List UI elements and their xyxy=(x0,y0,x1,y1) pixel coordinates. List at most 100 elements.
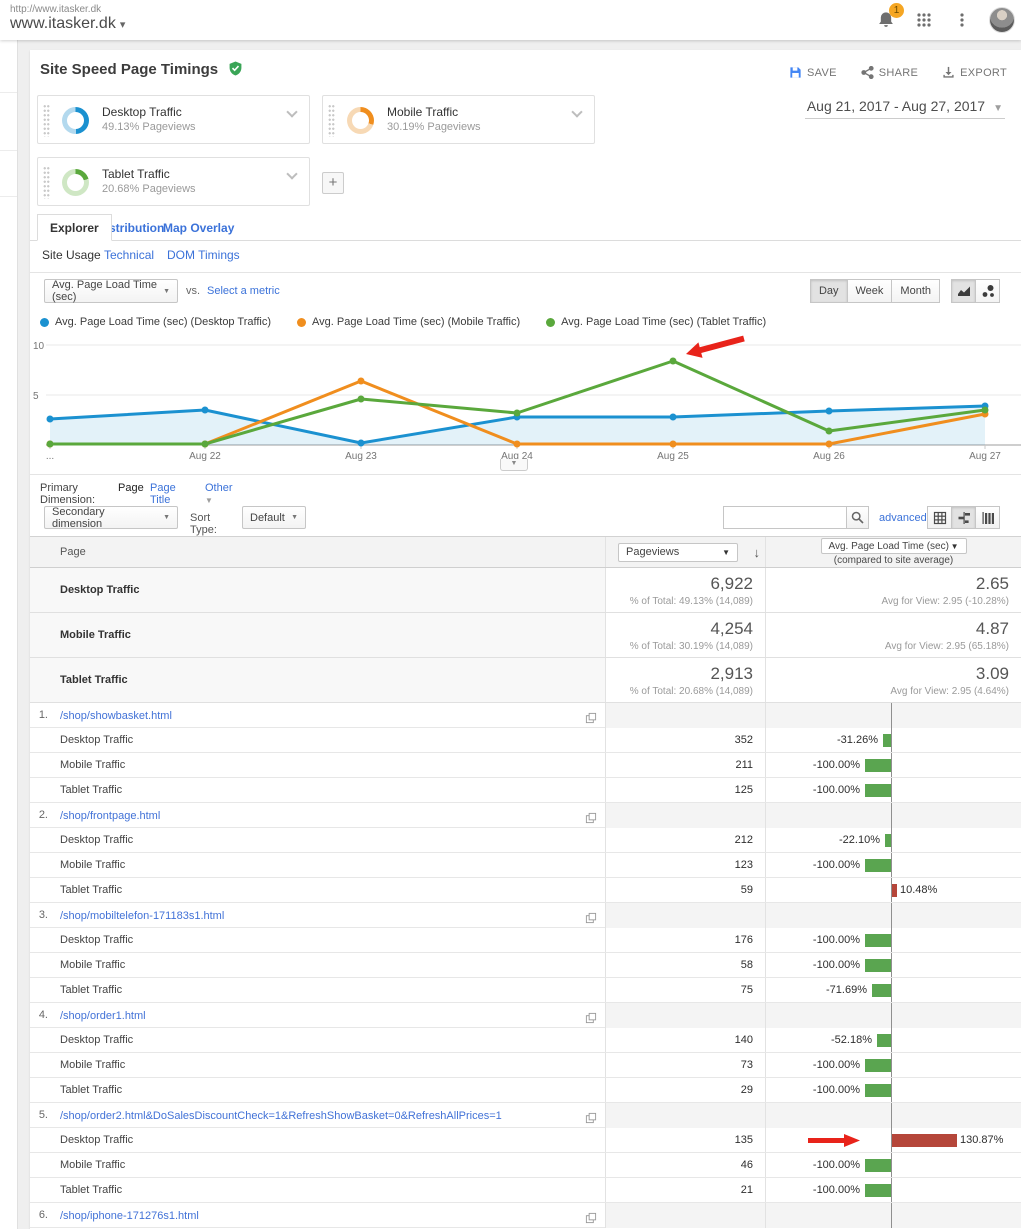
metric-cell xyxy=(765,1203,1021,1228)
chevron-down-icon[interactable] xyxy=(286,106,298,118)
delta-bar xyxy=(865,1084,891,1097)
tab-explorer[interactable]: Explorer xyxy=(37,214,112,241)
collapsed-sidebar[interactable] xyxy=(0,40,18,1229)
table-view-button[interactable] xyxy=(927,506,952,529)
dimension-other[interactable]: Other ▼ xyxy=(205,482,233,506)
search-button[interactable] xyxy=(846,506,869,529)
search-input[interactable] xyxy=(723,506,846,529)
segment-card-desktop-traffic[interactable]: Desktop Traffic 49.13% Pageviews xyxy=(37,95,310,144)
subtab-technical[interactable]: Technical xyxy=(104,248,155,262)
subtab-site-usage[interactable]: Site Usage xyxy=(42,248,101,262)
segment-label: Desktop Traffic xyxy=(60,734,134,746)
zero-axis-line xyxy=(891,1078,892,1102)
segment-card-tablet-traffic[interactable]: Tablet Traffic 20.68% Pageviews xyxy=(37,157,310,206)
page-cell: /shop/showbasket.html xyxy=(55,703,605,728)
primary-dimension-label: Primary Dimension: xyxy=(40,482,96,506)
drag-handle-icon[interactable] xyxy=(43,166,50,199)
share-label: SHARE xyxy=(878,66,919,79)
row-number: 6. xyxy=(38,1209,48,1221)
pageviews-column-select[interactable]: Pageviews ▼ xyxy=(618,542,738,562)
granularity-week[interactable]: Week xyxy=(846,279,893,303)
chart-collapse-handle[interactable]: ▼ xyxy=(500,459,528,471)
external-link-icon[interactable] xyxy=(585,908,597,932)
summary-pageviews-value: 6,922 xyxy=(710,573,753,593)
motion-chart-button[interactable] xyxy=(975,279,1000,303)
tab-map-overlay[interactable]: Map Overlay xyxy=(163,221,235,235)
more-button[interactable] xyxy=(951,9,973,31)
row-number: 4. xyxy=(38,1009,48,1021)
zero-axis-line xyxy=(891,978,892,1002)
dropdown-triangle-icon: ▼ xyxy=(722,547,730,557)
external-link-icon[interactable] xyxy=(585,808,597,832)
chevron-down-icon: ▾ xyxy=(119,19,126,31)
granularity-day[interactable]: Day xyxy=(809,279,848,303)
save-button[interactable]: SAVE xyxy=(789,66,837,79)
granularity-month[interactable]: Month xyxy=(891,279,940,303)
drag-handle-icon[interactable] xyxy=(328,104,335,137)
page-link[interactable]: /shop/iphone-171276s1.html xyxy=(60,1210,199,1222)
row-number: 3. xyxy=(38,909,48,921)
summary-pageviews-subtext: % of Total: 30.19% (14,089) xyxy=(629,640,753,652)
legend-item-tablet: Avg. Page Load Time (sec) (Tablet Traffi… xyxy=(546,316,766,328)
share-icon xyxy=(861,66,874,79)
advanced-search-link[interactable]: advanced xyxy=(879,512,927,524)
zero-axis-line xyxy=(891,953,892,977)
subtab-dom-timings[interactable]: DOM Timings xyxy=(167,248,240,262)
page-link[interactable]: /shop/order2.html&DoSalesDiscountCheck=1… xyxy=(60,1110,502,1122)
page-cell: /shop/frontpage.html xyxy=(55,803,605,828)
metric-delta-cell: -100.00% xyxy=(765,778,1021,802)
tab-distribution[interactable]: Distribution xyxy=(97,221,165,235)
summary-metric-value: 4.87 xyxy=(975,618,1009,638)
page-link[interactable]: /shop/showbasket.html xyxy=(60,710,172,722)
pageviews-value: 75 xyxy=(605,978,765,1002)
segment-card-mobile-traffic[interactable]: Mobile Traffic 30.19% Pageviews xyxy=(322,95,595,144)
delta-bar xyxy=(883,734,891,747)
select-metric-link[interactable]: Select a metric xyxy=(207,285,280,297)
segment-sub-row-mobile-traffic: Mobile Traffic 123 -100.00% xyxy=(30,853,1021,878)
external-link-icon[interactable] xyxy=(585,708,597,732)
dimension-page[interactable]: Page xyxy=(118,482,144,494)
delta-bar xyxy=(892,1134,957,1147)
row-number: 1. xyxy=(38,709,48,721)
summary-row-desktop-traffic: Desktop Traffic 6,922 % of Total: 49.13% (… xyxy=(30,568,1021,613)
export-button[interactable]: EXPORT xyxy=(942,66,1007,79)
chevron-down-icon[interactable] xyxy=(571,106,583,118)
sort-type-select[interactable]: Default ▼ xyxy=(242,506,306,529)
performance-view-button[interactable] xyxy=(975,506,1000,529)
summary-metric-cell: 4.87 Avg for View: 2.95 (65.18%) xyxy=(765,613,1021,657)
external-link-icon[interactable] xyxy=(585,1008,597,1032)
chart-svg: 5 10... Aug 22 Aug 23 Aug 24 Aug 25 Aug 26 Aug … xyxy=(33,335,1021,462)
date-range-selector[interactable]: Aug 21, 2017 - Aug 27, 2017 ▼ xyxy=(804,98,1005,119)
add-segment-button[interactable]: + xyxy=(322,172,344,194)
external-link-icon[interactable] xyxy=(585,1108,597,1132)
chevron-down-icon[interactable] xyxy=(286,168,298,180)
sort-descending-icon[interactable]: ↓ xyxy=(753,545,761,560)
zero-axis-line xyxy=(891,1103,892,1128)
pageviews-value: 59 xyxy=(605,878,765,902)
segment-label: Tablet Traffic xyxy=(60,1084,123,1096)
comparison-view-button[interactable] xyxy=(951,506,976,529)
metric-delta-cell: -100.00% xyxy=(765,753,1021,777)
metric-select[interactable]: Avg. Page Load Time (sec) ▼ xyxy=(44,279,178,303)
metric-delta-cell: -100.00% xyxy=(765,1153,1021,1177)
page-link[interactable]: /shop/frontpage.html xyxy=(60,810,161,822)
dimension-page-title[interactable]: Page Title xyxy=(150,482,176,506)
page-link[interactable]: /shop/order1.html xyxy=(60,1010,146,1022)
pageviews-value: 176 xyxy=(605,928,765,952)
avatar[interactable] xyxy=(989,7,1015,33)
secondary-dimension-select[interactable]: Secondary dimension ▼ xyxy=(44,506,178,530)
page-link[interactable]: /shop/mobiltelefon-171183s1.html xyxy=(60,910,225,922)
external-link-icon[interactable] xyxy=(585,1208,597,1229)
apps-grid-icon xyxy=(917,13,931,27)
legend-dot-desktop xyxy=(40,317,49,327)
apps-button[interactable] xyxy=(913,9,935,31)
share-button[interactable]: SHARE xyxy=(861,66,918,79)
notifications-button[interactable]: 1 xyxy=(875,3,904,31)
property-selector[interactable]: www.itasker.dk ▾ xyxy=(10,15,125,33)
segment-label: Desktop Traffic xyxy=(60,934,134,946)
metric-column-select[interactable]: Avg. Page Load Time (sec) ▼ xyxy=(820,538,967,554)
drag-handle-icon[interactable] xyxy=(43,104,50,137)
line-chart-button[interactable] xyxy=(951,279,976,303)
metric-cell xyxy=(765,1003,1021,1028)
legend-item-desktop: Avg. Page Load Time (sec) (Desktop Traff… xyxy=(40,316,271,328)
